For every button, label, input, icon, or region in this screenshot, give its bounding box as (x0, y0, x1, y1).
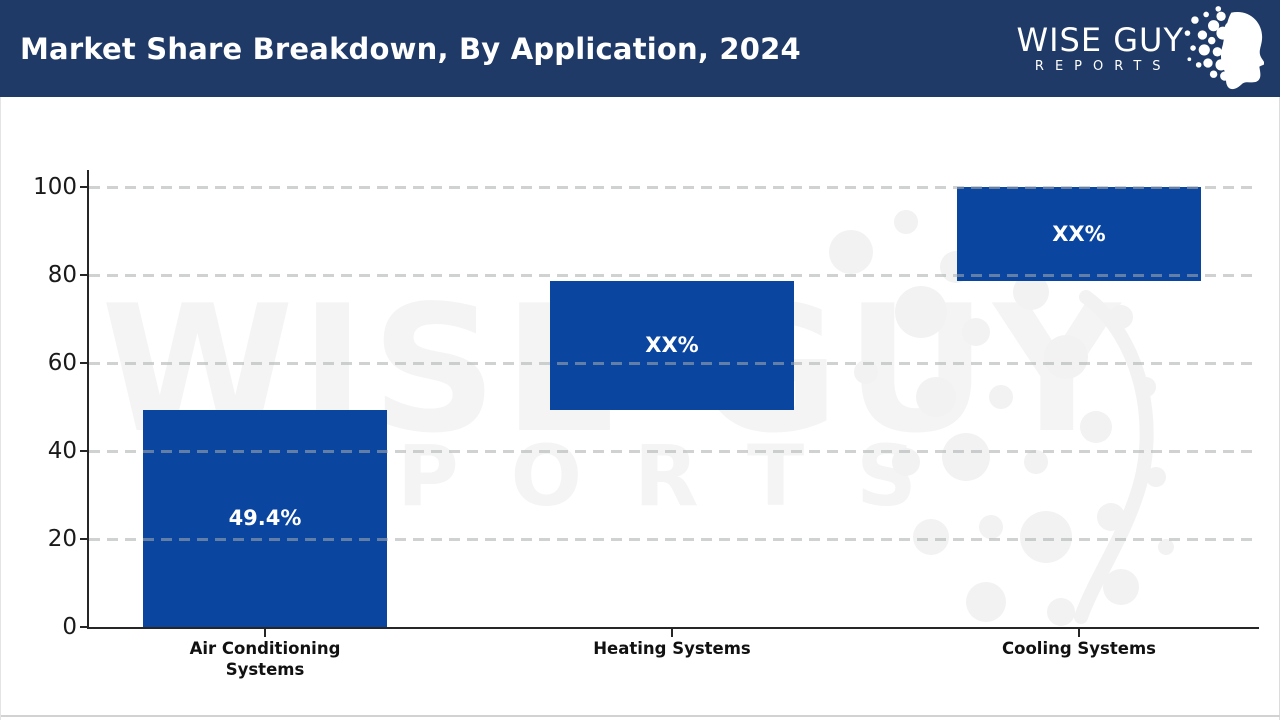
ytick-label-y100: 100 (33, 174, 77, 200)
gridline-y20 (89, 538, 1254, 541)
ytick-label-y0: 0 (62, 614, 77, 640)
gridline-y100 (89, 186, 1254, 189)
gridline-y60 (89, 362, 1254, 365)
gridline-y80 (89, 274, 1254, 277)
ytick-label-y60: 60 (47, 350, 77, 376)
xtick-air-conditioning-systems (264, 629, 266, 637)
gridline-y40 (89, 450, 1254, 453)
category-label-air-conditioning-systems: Air Conditioning Systems (105, 638, 425, 680)
bar-value-label-heating-systems: XX% (645, 333, 699, 358)
logo-subtitle: REPORTS (1034, 59, 1172, 74)
ytick-y0 (80, 626, 89, 628)
bar-cooling-systems (957, 187, 1201, 282)
category-label-line: Systems (225, 660, 305, 679)
wiseguy-logo-text: WISE GUY REPORTS (1016, 24, 1184, 73)
category-label-line: Air Conditioning (189, 639, 341, 658)
logo-wordmark: WISE GUY (1016, 21, 1184, 59)
chart-canvas: WISE GUY REPORTS 49.4% XX% XX% 0 20 40 60 80 100… (0, 97, 1280, 720)
ytick-y100 (80, 186, 89, 188)
category-label-cooling-systems: Cooling Systems (919, 638, 1239, 659)
ytick-y40 (80, 450, 89, 452)
ytick-y60 (80, 362, 89, 364)
category-label-line: Heating Systems (593, 639, 751, 658)
ytick-label-y40: 40 (47, 438, 77, 464)
header-band: Market Share Breakdown, By Application, … (0, 0, 1280, 97)
xtick-heating-systems (671, 629, 673, 637)
chart-title: Market Share Breakdown, By Application, … (20, 31, 801, 66)
category-label-heating-systems: Heating Systems (512, 638, 832, 659)
y-axis-spine (87, 170, 89, 629)
x-axis-spine (87, 627, 1259, 629)
bar-value-label-air-conditioning-systems: 49.4% (228, 506, 302, 531)
bar-air-conditioning-systems (143, 409, 387, 627)
bar-value-label-cooling-systems: XX% (1052, 222, 1106, 247)
ytick-label-y20: 20 (47, 526, 77, 552)
ytick-y80 (80, 274, 89, 276)
category-label-line: Cooling Systems (1002, 639, 1156, 658)
xtick-cooling-systems (1078, 629, 1080, 637)
bottom-divider (1, 715, 1280, 717)
wiseguy-face-icon (1184, 5, 1264, 89)
bar-heating-systems (550, 281, 794, 410)
wiseguy-logo: WISE GUY REPORTS (1016, 5, 1264, 92)
ytick-y20 (80, 538, 89, 540)
ytick-label-y80: 80 (47, 262, 77, 288)
